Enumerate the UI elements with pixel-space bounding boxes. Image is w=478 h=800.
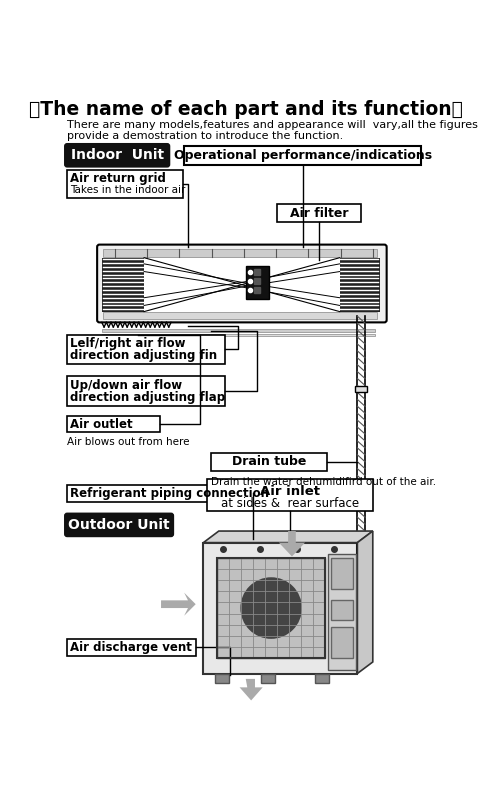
Text: Operational performance/indications: Operational performance/indications [174,149,432,162]
Bar [67,639,196,656]
Polygon shape [358,531,373,674]
Text: Air inlet: Air inlet [260,485,320,498]
Bar [331,600,353,619]
Polygon shape [279,531,305,557]
Bar [67,376,225,406]
Bar [355,386,368,392]
Bar [67,170,183,198]
FancyBboxPatch shape [97,245,387,322]
Bar [207,478,373,511]
Bar [102,258,144,312]
Bar [340,258,380,312]
Text: Outdoor Unit: Outdoor Unit [68,518,170,532]
Bar [217,558,325,658]
Bar [67,485,253,502]
Text: at sides &  rear surface: at sides & rear surface [220,497,358,510]
Bar [277,204,361,222]
Bar [144,258,340,312]
Text: 》The name of each part and its function》: 》The name of each part and its function》 [29,100,463,119]
Bar [328,554,356,670]
Bar [217,558,325,658]
FancyBboxPatch shape [64,143,170,168]
Text: Drain the water dehumidifird out of the air.: Drain the water dehumidifird out of the … [211,477,436,486]
Text: direction adjusting flap: direction adjusting flap [70,390,225,403]
Bar [67,415,160,433]
Text: Indoor  Unit: Indoor Unit [71,148,164,162]
Circle shape [240,578,302,639]
Bar [331,627,353,658]
Text: Lelf/right air flow: Lelf/right air flow [70,338,185,350]
FancyBboxPatch shape [64,513,174,538]
Bar [215,674,229,682]
Polygon shape [161,593,196,616]
Text: Up/down air flow: Up/down air flow [70,379,182,392]
Text: direction adjusting fin: direction adjusting fin [70,349,217,362]
Text: Air return grid: Air return grid [70,172,166,185]
Bar [184,146,421,165]
Bar [103,250,377,257]
Bar [331,558,353,589]
Bar [261,674,275,682]
Text: Air outlet: Air outlet [70,418,133,430]
Text: Air blows out from here: Air blows out from here [67,437,190,446]
Text: Air filter: Air filter [290,206,348,219]
Bar [315,674,329,682]
Bar [67,334,225,364]
Text: There are many models,features and appearance will  vary,all the figures: There are many models,features and appea… [67,120,478,130]
Text: Air discharge vent: Air discharge vent [70,641,192,654]
Polygon shape [204,531,373,542]
Text: Takes in the indoor air: Takes in the indoor air [70,185,185,195]
Bar [102,330,375,332]
Bar [246,266,269,298]
Text: Refrigerant piping connection: Refrigerant piping connection [70,487,269,500]
Polygon shape [239,679,263,701]
Text: Drain tube: Drain tube [232,455,306,468]
Bar [102,334,375,336]
Bar [204,542,358,674]
Text: provide a demostration to introduce the function.: provide a demostration to introduce the … [67,131,343,141]
Bar [211,453,326,471]
Bar [103,312,377,318]
